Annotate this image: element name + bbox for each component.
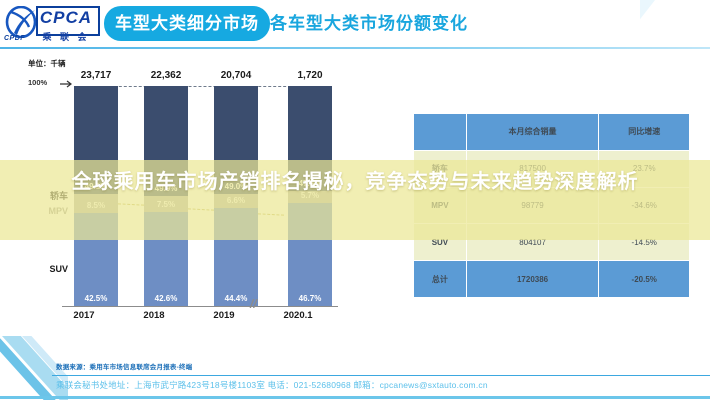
bar-total-label: 22,362: [150, 70, 182, 81]
table-total-row: 总计 1720386 -20.5%: [413, 260, 698, 298]
slide-header: CPCA 乘 联 会 CPDF 车型大类细分市场 各车型大类市场份额变化: [0, 0, 710, 52]
table-pad: [689, 260, 698, 298]
logo-brand-text: CPCA: [39, 8, 93, 27]
title-overlay-band: [0, 160, 710, 240]
table-header-1: 本月综合销量: [465, 113, 600, 151]
table-header-row: 本月综合销量 同比增速: [413, 113, 698, 151]
baseline-label: 100%: [28, 78, 48, 87]
header-divider: [0, 47, 710, 49]
bottom-accent-line: [0, 396, 710, 399]
cpca-logo: CPCA 乘 联 会 CPDF: [2, 2, 100, 44]
header-corner-decoration: [640, 0, 710, 50]
table-header-2: 同比增速: [598, 113, 691, 151]
table-header-blank: [413, 113, 467, 151]
overlay-title: 全球乘用车市场产销排名揭秘，竞争态势与未来趋势深度解析: [71, 171, 639, 193]
total-yoy: -20.5%: [598, 260, 691, 298]
segment-value: 44.4%: [224, 293, 248, 303]
logo-frame: [36, 6, 100, 36]
segment-value: 42.5%: [84, 294, 108, 304]
footer-divider: [52, 375, 710, 376]
axis-break-marker: //: [250, 297, 257, 311]
tab-vehicle-segment[interactable]: 车型大类细分市场: [104, 6, 270, 41]
x-axis-tick-2018: 2018: [143, 310, 165, 321]
bar-total-label: 23,717: [80, 70, 112, 81]
x-axis-line: [62, 306, 338, 307]
chart-unit-label: 单位：千辆: [28, 59, 66, 68]
logo-brand-cn: 乘 联 会: [42, 32, 90, 42]
total-label: 总计: [413, 260, 467, 298]
data-source-note: 数据来源：乘用车市场信息联席会月报表-终端: [56, 364, 193, 371]
logo-sub-text: CPDF: [4, 35, 26, 42]
segment-value: 42.6%: [154, 293, 178, 303]
x-axis-tick-2020.1: 2020.1: [283, 310, 313, 321]
table-pad: [689, 223, 698, 261]
category-label-suv: SUV: [49, 264, 68, 274]
bar-total-label: 1,720: [297, 70, 323, 81]
total-volume: 1720386: [465, 260, 600, 298]
segment-value: 46.7%: [298, 293, 322, 303]
logo-swoosh-icon: [5, 6, 37, 38]
table-pad: [689, 113, 698, 151]
x-axis-tick-2017: 2017: [73, 310, 95, 321]
header-subtitle: 各车型大类市场份额变化: [270, 14, 468, 33]
baseline-dash: [74, 86, 326, 87]
x-axis-tick-2019: 2019: [213, 310, 235, 321]
arrow-right-icon: [60, 80, 72, 88]
footer-address: 乘联会秘书处地址：上海市武宁路423号18号楼1103室 电话：021-5268…: [56, 380, 488, 390]
bar-total-label: 20,704: [220, 70, 252, 81]
